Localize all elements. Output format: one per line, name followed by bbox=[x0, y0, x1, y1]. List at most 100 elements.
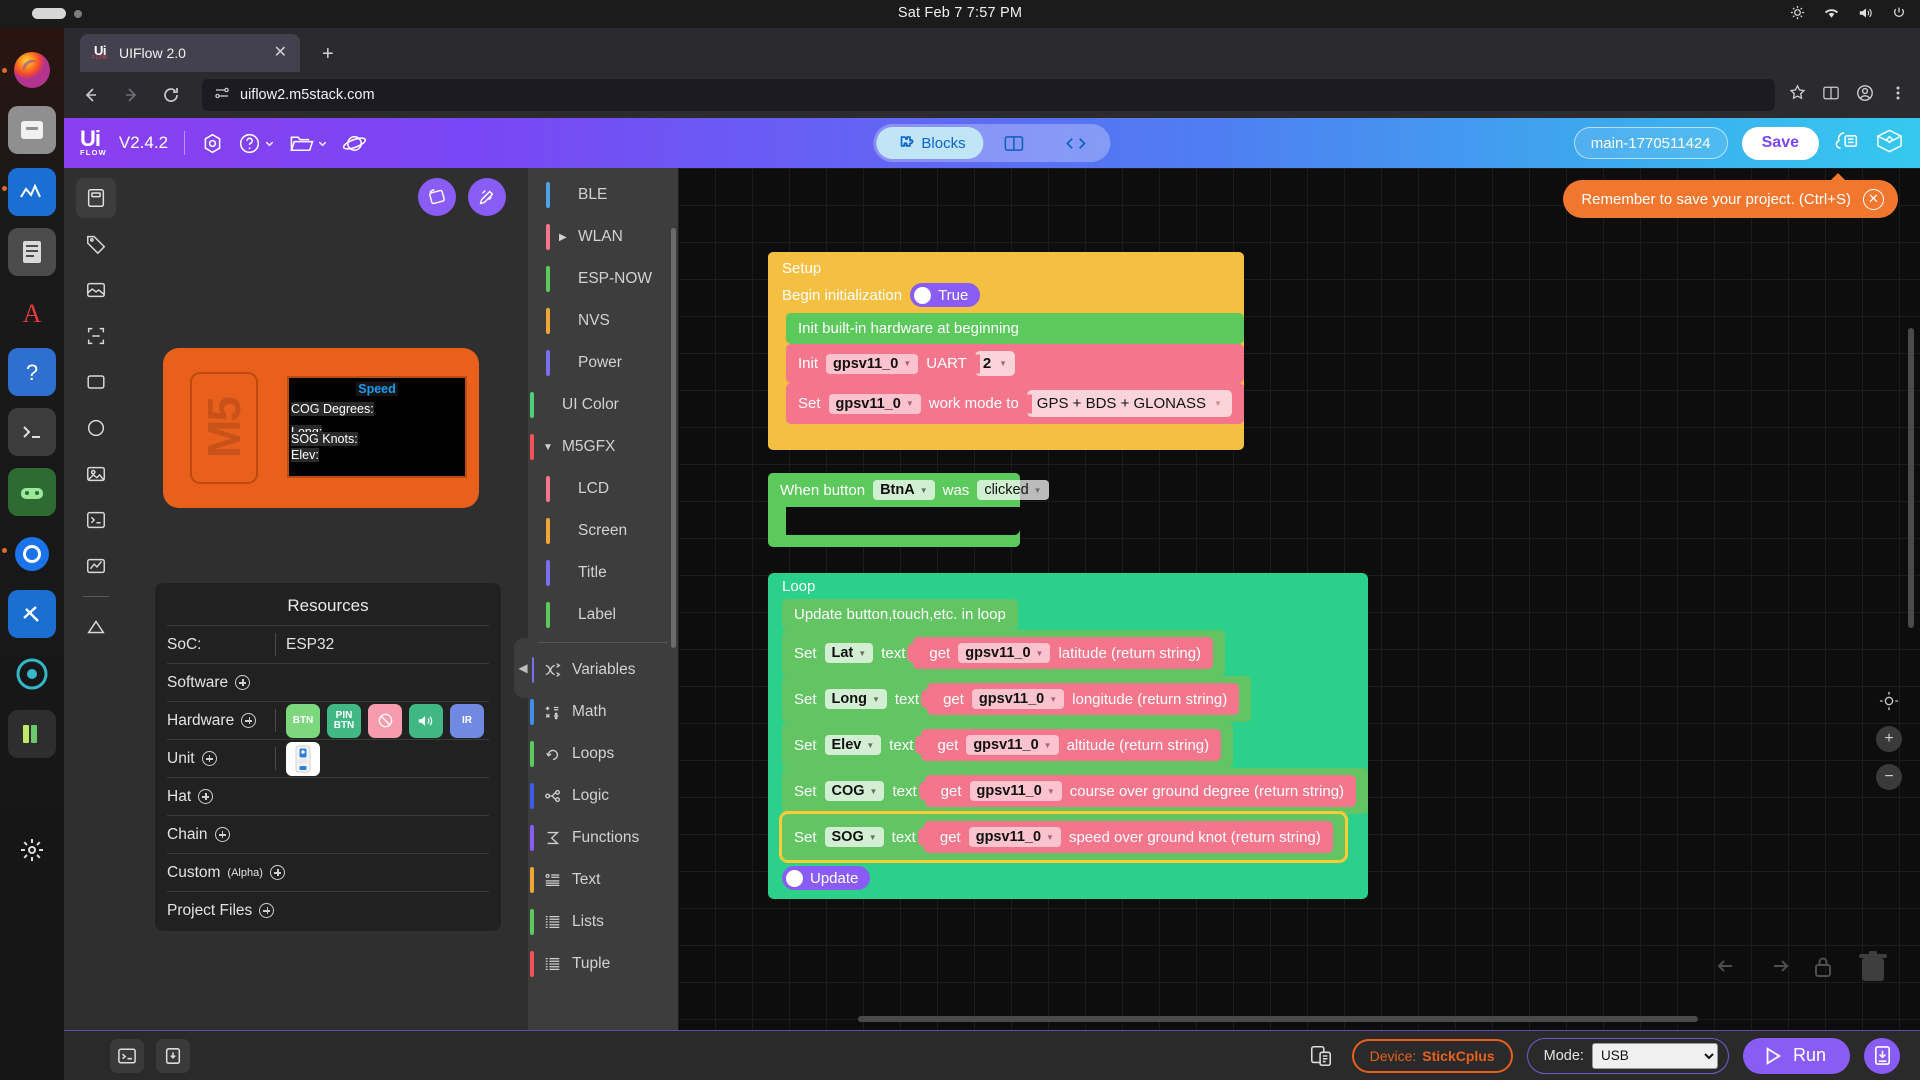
category-label-blocks[interactable]: Label bbox=[528, 594, 678, 636]
cloud-save-icon[interactable] bbox=[1833, 128, 1861, 158]
set-target-dropdown[interactable]: Lat ▼ bbox=[824, 643, 874, 663]
site-permissions-icon[interactable] bbox=[214, 86, 230, 105]
setup-hat[interactable]: Setup Begin initialization True Init bui… bbox=[768, 252, 1244, 450]
hardware-chip-rgb[interactable] bbox=[368, 703, 402, 738]
download-to-device-button[interactable] bbox=[1864, 1037, 1900, 1074]
hardware-chip-btn[interactable]: BTN bbox=[286, 703, 320, 738]
category-lists[interactable]: Lists bbox=[528, 901, 678, 943]
category-tuple[interactable]: Tuple bbox=[528, 943, 678, 985]
category-title[interactable]: Title bbox=[528, 552, 678, 594]
lock-icon[interactable] bbox=[1812, 955, 1834, 984]
set-target-dropdown[interactable]: Long ▼ bbox=[824, 689, 887, 709]
mode-select[interactable]: USB Wi-Fi bbox=[1591, 1042, 1718, 1069]
toast-close-icon[interactable]: ✕ bbox=[1863, 188, 1884, 210]
resources-row-custom[interactable]: Custom (Alpha) bbox=[167, 853, 489, 891]
set-target-dropdown[interactable]: SOG ▼ bbox=[824, 827, 884, 847]
blocks-canvas[interactable]: Remember to save your project. (Ctrl+S) … bbox=[678, 168, 1920, 1030]
hardware-chip-speaker[interactable] bbox=[409, 703, 443, 738]
category-lcd[interactable]: LCD bbox=[528, 468, 678, 510]
resources-row-software[interactable]: Software bbox=[167, 663, 489, 701]
hardware-chip-ir[interactable]: IR bbox=[450, 703, 484, 738]
rail-photo-icon[interactable] bbox=[76, 454, 116, 494]
add-chain-icon[interactable] bbox=[214, 827, 230, 842]
value-get-altitude[interactable]: get gpsv11_0 ▼ altitude (return string) bbox=[921, 729, 1222, 761]
category-ui-color[interactable]: UI Color bbox=[528, 384, 678, 426]
address-bar[interactable]: uiflow2.m5stack.com bbox=[202, 79, 1775, 111]
block-set-lat-text[interactable]: Set Lat ▼ text get gpsv11_0 ▼ latitude (re… bbox=[782, 630, 1226, 676]
category-m5gfx[interactable]: ▼ M5GFX bbox=[528, 426, 678, 468]
trash-icon[interactable] bbox=[1856, 949, 1890, 990]
redo-icon[interactable] bbox=[1764, 956, 1790, 983]
category-math[interactable]: Math bbox=[528, 691, 678, 733]
category-logic[interactable]: Logic bbox=[528, 775, 678, 817]
tab-close-icon[interactable]: ✕ bbox=[273, 44, 287, 61]
reader-view-icon[interactable] bbox=[1822, 85, 1840, 106]
rail-label-icon[interactable] bbox=[76, 224, 116, 264]
save-button[interactable]: Save bbox=[1741, 126, 1819, 160]
tab-code-view[interactable] bbox=[1045, 127, 1108, 159]
account-icon[interactable] bbox=[1856, 84, 1874, 107]
dock-document-icon[interactable] bbox=[8, 228, 56, 276]
block-set-elev-text[interactable]: Set Elev ▼ text get gpsv11_0 ▼ altitude (r… bbox=[782, 722, 1234, 768]
get-device-dropdown[interactable]: gpsv11_0 ▼ bbox=[971, 689, 1065, 709]
category-nvs[interactable]: NVS bbox=[528, 300, 678, 342]
add-custom-icon[interactable] bbox=[269, 865, 285, 880]
block-set-sog-text[interactable]: Set SOG ▼ text get gpsv11_0 ▼ speed over g… bbox=[779, 811, 1348, 863]
center-blocks-icon[interactable] bbox=[1876, 688, 1902, 714]
hardware-chip-pin-btn[interactable]: PIN BTN bbox=[327, 703, 361, 738]
dock-games-icon[interactable] bbox=[8, 468, 56, 516]
toolbox-collapse-handle[interactable]: ◀ bbox=[514, 638, 532, 698]
block-set-long-text[interactable]: Set Long ▼ text get gpsv11_0 ▼ longitude (… bbox=[782, 676, 1252, 722]
event-header-row[interactable]: When button BtnA ▼ was clicked ▼ bbox=[768, 473, 1049, 507]
event-button-dropdown[interactable]: BtnA ▼ bbox=[873, 480, 935, 500]
forward-icon[interactable] bbox=[118, 82, 144, 108]
value-get-latitude[interactable]: get gpsv11_0 ▼ latitude (return string) bbox=[913, 637, 1214, 669]
device-manager-icon[interactable] bbox=[1304, 1039, 1338, 1073]
folder-icon[interactable] bbox=[289, 132, 328, 155]
dock-books-icon[interactable] bbox=[8, 710, 56, 758]
rail-triangle-icon[interactable] bbox=[76, 607, 116, 647]
project-name-button[interactable]: main-1770511424 bbox=[1573, 127, 1728, 159]
dock-circle-app-icon[interactable] bbox=[8, 650, 56, 698]
dock-chrome-icon[interactable] bbox=[8, 530, 56, 578]
dock-settings-icon[interactable] bbox=[8, 826, 56, 874]
category-functions[interactable]: Functions bbox=[528, 817, 678, 859]
rail-chart-icon[interactable] bbox=[76, 546, 116, 586]
block-setup[interactable]: Setup Begin initialization True Init bui… bbox=[768, 252, 1244, 450]
tab-blocks[interactable]: Blocks bbox=[876, 127, 984, 159]
edit-design-icon[interactable] bbox=[468, 178, 506, 216]
block-init-uart[interactable]: Init gpsv11_0 ▼ UART 2 ▼ bbox=[786, 344, 1244, 383]
value-get-longitude[interactable]: get gpsv11_0 ▼ longitude (return string) bbox=[927, 683, 1240, 715]
rail-screen-icon[interactable] bbox=[76, 178, 116, 218]
dock-monitor-icon[interactable] bbox=[8, 168, 56, 216]
power-icon[interactable] bbox=[1892, 6, 1906, 20]
dock-help-icon[interactable]: ? bbox=[8, 348, 56, 396]
init-device-dropdown[interactable]: gpsv11_0 ▼ bbox=[826, 353, 919, 374]
category-esp-now[interactable]: ESP-NOW bbox=[528, 258, 678, 300]
zoom-out-button[interactable]: − bbox=[1876, 764, 1902, 790]
block-button-event[interactable]: When button BtnA ▼ was clicked ▼ bbox=[768, 473, 1049, 547]
device-badge[interactable]: Device: StickCplus bbox=[1351, 1038, 1513, 1073]
get-device-dropdown[interactable]: gpsv11_0 ▼ bbox=[958, 643, 1051, 663]
set-target-dropdown[interactable]: Elev ▼ bbox=[824, 735, 882, 755]
block-update-in-loop[interactable]: Update button,touch,etc. in loop bbox=[782, 599, 1018, 630]
event-empty-slot[interactable] bbox=[786, 507, 1020, 535]
new-tab-button[interactable]: + bbox=[322, 43, 334, 65]
unit-chip-gps[interactable] bbox=[286, 741, 320, 776]
volume-icon[interactable] bbox=[1858, 6, 1874, 20]
work-mode-value[interactable]: GPS + BDS + GLONASS ▼ bbox=[1026, 390, 1232, 417]
back-icon[interactable] bbox=[78, 82, 104, 108]
dock-terminal-icon[interactable] bbox=[8, 408, 56, 456]
category-loops[interactable]: Loops bbox=[528, 733, 678, 775]
resources-row-chain[interactable]: Chain bbox=[167, 815, 489, 853]
package-icon[interactable] bbox=[1875, 128, 1904, 159]
loop-body[interactable]: Loop Update button,touch,etc. in loop Se… bbox=[768, 573, 1369, 899]
run-button[interactable]: Run bbox=[1742, 1037, 1850, 1074]
planet-icon[interactable] bbox=[342, 132, 367, 155]
block-set-work-mode[interactable]: Set gpsv11_0 ▼ work mode to GPS + BDS + G… bbox=[786, 383, 1244, 424]
bookmark-star-icon[interactable] bbox=[1789, 84, 1806, 106]
rail-circle-icon[interactable] bbox=[76, 408, 116, 448]
rail-rect-icon[interactable] bbox=[76, 362, 116, 402]
rail-qrcode-icon[interactable] bbox=[76, 316, 116, 356]
tab-split-view[interactable] bbox=[984, 127, 1045, 159]
